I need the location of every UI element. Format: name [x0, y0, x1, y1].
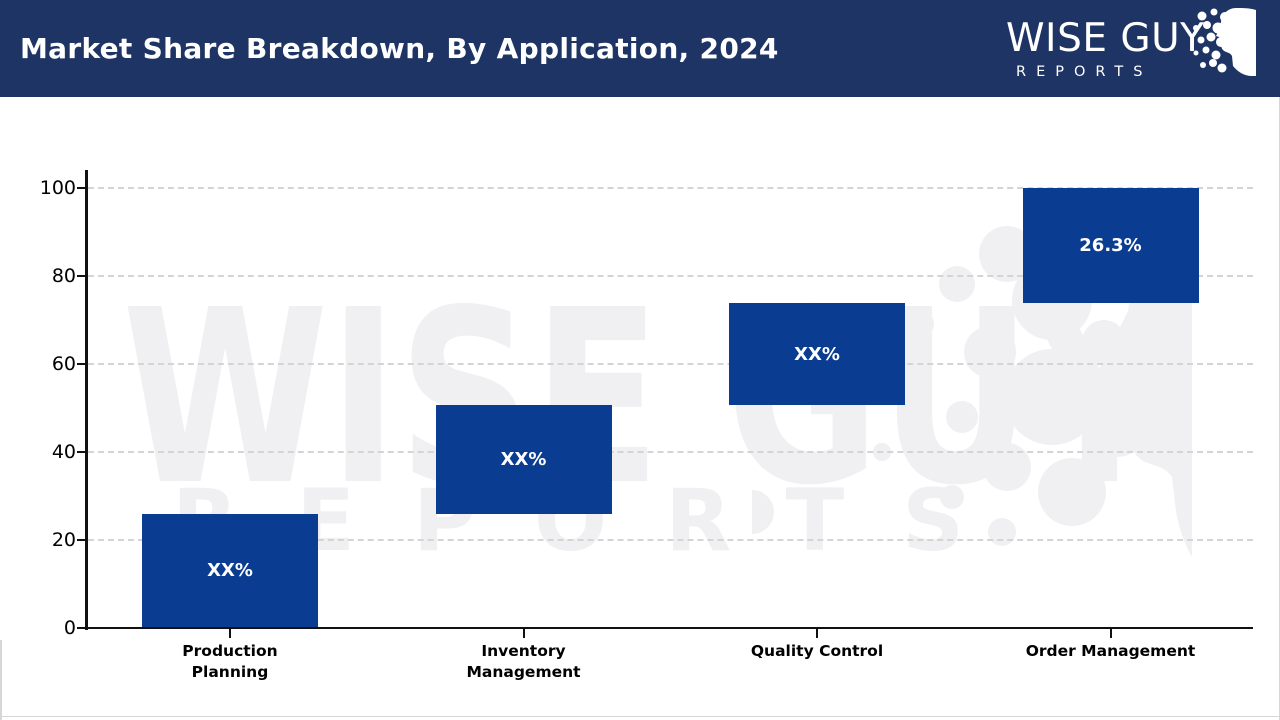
- y-tick-label-60: 60: [51, 352, 76, 375]
- bar-segment-3: XX%: [729, 303, 905, 406]
- gridline-60: [88, 362, 1253, 365]
- bar-segment-1: XX%: [142, 513, 318, 628]
- gridline-80: [88, 274, 1253, 277]
- right-edge-line: [1278, 97, 1280, 720]
- category-label-3: Quality Control: [750, 642, 884, 660]
- bar-value-label-4: 26.3%: [1079, 234, 1142, 256]
- bottom-edge-line: [0, 715, 1280, 717]
- watermark-wordmark: WISE GUY: [122, 258, 1168, 538]
- bar-segment-4: 26.3%: [1022, 187, 1199, 304]
- wise-guy-logo-graphic: WISE GUY REPORTS: [1006, 7, 1256, 80]
- y-tick-mark-40: [77, 450, 85, 453]
- header-band: Market Share Breakdown, By Application, …: [0, 0, 1280, 97]
- x-tick-mark-3: [816, 629, 818, 638]
- logo-brand-text: WISE GUY: [1006, 16, 1204, 61]
- y-tick-label-100: 100: [39, 176, 76, 199]
- wise-guy-logo: WISE GUY REPORTS: [1006, 6, 1256, 92]
- y-tick-mark-80: [77, 274, 85, 277]
- bar-value-label-3: XX%: [794, 343, 840, 365]
- dotted-face-icon: [1193, 7, 1256, 76]
- logo-reports-text: REPORTS: [1016, 64, 1152, 80]
- y-tick-label-40: 40: [51, 440, 76, 463]
- y-tick-mark-0: [77, 626, 85, 629]
- bar-value-label-2: XX%: [500, 449, 547, 471]
- gridline-40: [88, 450, 1253, 453]
- bar-segment-2: XX%: [435, 405, 612, 514]
- y-tick-label-0: 0: [63, 616, 76, 639]
- gridline-20: [88, 538, 1253, 541]
- x-tick-mark-1: [229, 629, 231, 638]
- left-edge-line: [0, 640, 2, 720]
- y-tick-label-80: 80: [51, 264, 76, 287]
- page-title: Market Share Breakdown, By Application, …: [20, 32, 779, 65]
- gridline-100: [88, 186, 1253, 189]
- y-tick-mark-20: [77, 538, 85, 541]
- x-tick-mark-2: [522, 629, 525, 638]
- y-tick-label-20: 20: [51, 528, 76, 551]
- x-tick-mark-4: [1109, 629, 1112, 638]
- category-label-2: Inventory Management: [466, 642, 581, 681]
- y-tick-mark-60: [77, 362, 85, 365]
- bar-value-label-1: XX%: [207, 560, 253, 582]
- y-axis-line: [85, 170, 88, 630]
- x-axis-line: [85, 626, 1253, 629]
- y-tick-mark-100: [77, 186, 85, 189]
- category-label-1: Production Planning: [182, 642, 278, 681]
- category-label-4: Order Management: [1025, 642, 1196, 660]
